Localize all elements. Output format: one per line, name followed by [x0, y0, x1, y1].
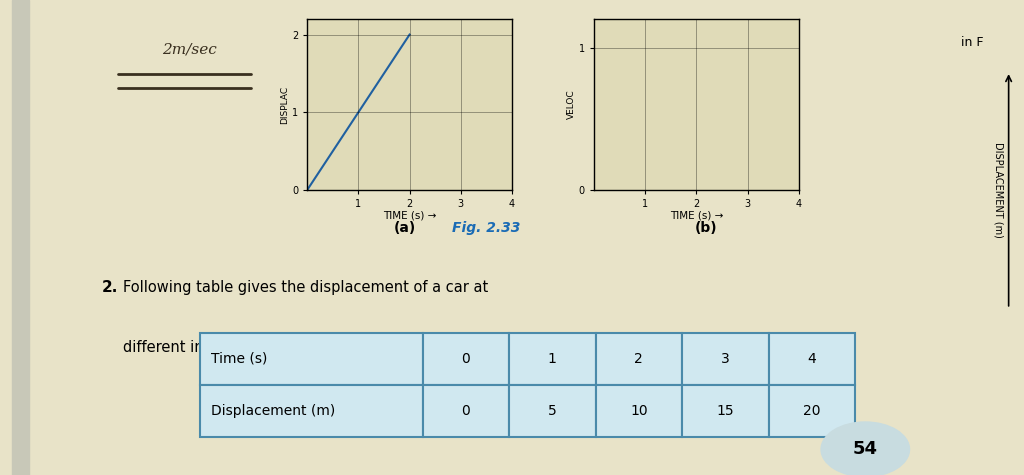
- Text: different instants of time.: different instants of time.: [123, 340, 310, 355]
- Text: 2m/sec: 2m/sec: [162, 43, 217, 57]
- Y-axis label: VELOC: VELOC: [567, 90, 575, 119]
- Text: 54: 54: [853, 440, 878, 458]
- Text: (b): (b): [695, 221, 718, 235]
- Circle shape: [821, 422, 909, 475]
- Text: DISPLACEMENT (m): DISPLACEMENT (m): [993, 142, 1004, 238]
- Y-axis label: DISPLAC: DISPLAC: [281, 86, 289, 124]
- Bar: [12, 0, 29, 475]
- Text: 2.: 2.: [101, 280, 118, 295]
- X-axis label: TIME (s) →: TIME (s) →: [670, 210, 723, 220]
- X-axis label: TIME (s) →: TIME (s) →: [383, 210, 436, 220]
- Text: Fig. 2.33: Fig. 2.33: [453, 221, 520, 235]
- Text: (a): (a): [393, 221, 416, 235]
- Text: Following table gives the displacement of a car at: Following table gives the displacement o…: [123, 280, 488, 295]
- Text: in F: in F: [961, 36, 983, 49]
